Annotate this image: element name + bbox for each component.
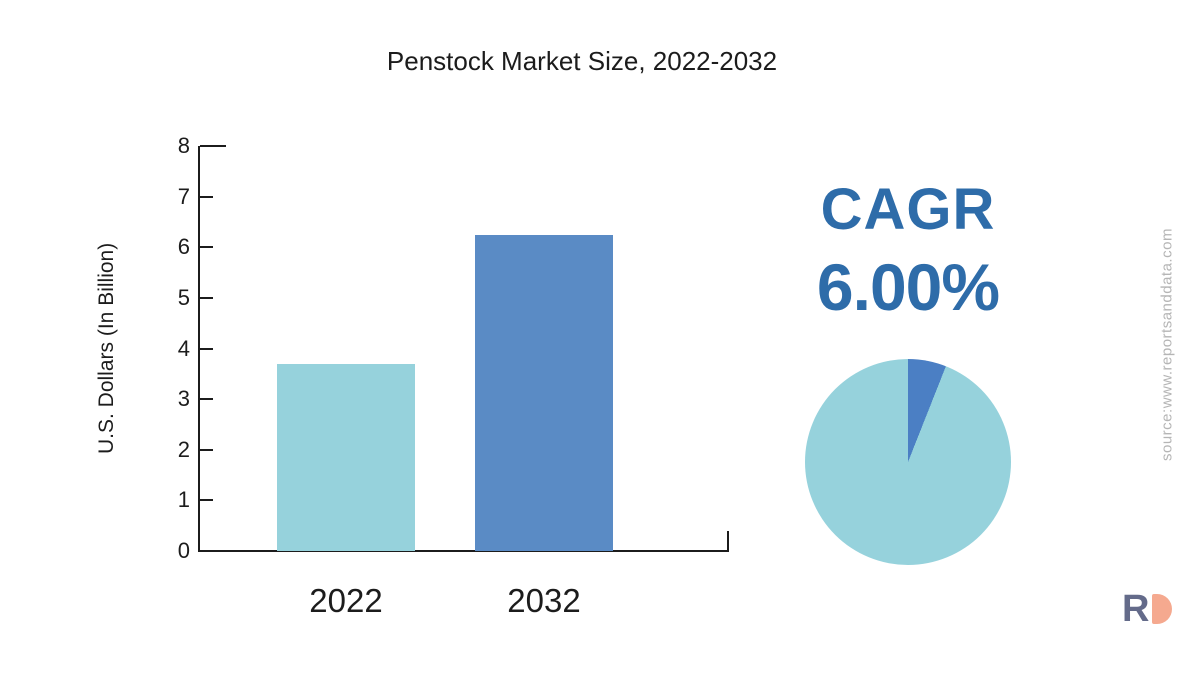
y-tick-label: 0 (177, 538, 190, 563)
y-tick-label: 5 (177, 284, 190, 310)
x-axis-line (198, 550, 729, 552)
cagr-value: 6.00% (816, 249, 1000, 324)
logo-d-shape (1152, 594, 1173, 624)
x-tick-label-2022: 2022 (309, 582, 383, 619)
y-axis-line (198, 146, 200, 552)
y-tick-label: 3 (177, 386, 190, 412)
chart-title: Penstock Market Size, 2022-2032 (386, 46, 778, 76)
cagr-label: CAGR (820, 177, 996, 242)
y-tick-mark (200, 246, 213, 249)
brand-logo: R (1122, 588, 1173, 630)
cagr-block: CAGR 6.00% (795, 177, 1021, 324)
y-tick-mark (200, 296, 213, 299)
y-axis-title: U.S. Dollars (In Billion) (95, 242, 118, 455)
y-tick-label: 8 (177, 133, 190, 158)
bar-2032 (475, 234, 613, 551)
bar-plot-area: 0 1 2 3 4 5 6 7 8 (178, 133, 728, 563)
y-tick-mark (200, 499, 213, 502)
y-tick-mark (200, 347, 213, 350)
y-tick-mark (200, 195, 213, 198)
y-tick-label: 4 (177, 335, 190, 361)
logo-letter-r: R (1122, 588, 1150, 630)
x-axis-end-tick (727, 531, 729, 551)
x-tick-label-2032: 2032 (507, 582, 581, 619)
y-tick-label: 7 (177, 183, 190, 209)
y-tick-mark (200, 398, 213, 401)
cagr-pie-chart (805, 359, 1011, 565)
y-tick-label: 6 (177, 234, 190, 260)
y-tick-mark (200, 145, 226, 147)
y-tick-mark (200, 448, 213, 451)
source-watermark: source:www.reportsanddata.com (1158, 228, 1176, 462)
bar-2022 (277, 363, 415, 551)
y-tick-label: 2 (177, 436, 190, 462)
y-tick-label: 1 (177, 487, 190, 513)
